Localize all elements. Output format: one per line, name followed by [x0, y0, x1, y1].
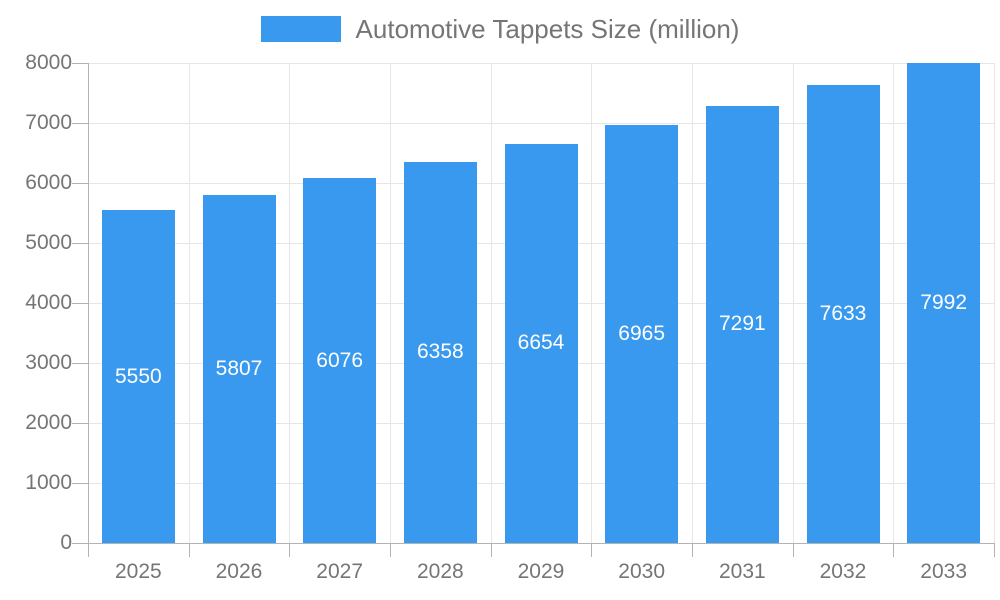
bar[interactable]: [202, 194, 276, 543]
x-axis-label: 2028: [416, 560, 464, 583]
y-axis-label: 0: [60, 531, 72, 554]
y-axis-tick: [72, 243, 88, 244]
x-axis-tick: [390, 543, 391, 557]
x-axis-label: 2030: [618, 560, 666, 583]
v-gridline: [994, 63, 995, 543]
y-axis-label: 7000: [25, 111, 72, 134]
legend-swatch-icon: [260, 16, 341, 42]
y-axis-tick: [72, 123, 88, 124]
x-axis-label: 2032: [819, 560, 867, 583]
bar[interactable]: [101, 210, 175, 543]
y-axis-tick: [72, 63, 88, 64]
x-axis-tick: [490, 543, 492, 557]
legend-label: Automotive Tappets Size (million): [355, 13, 740, 44]
x-axis-label: 2026: [215, 560, 263, 583]
v-gridline: [188, 63, 190, 543]
y-axis-label: 4000: [25, 291, 72, 314]
legend[interactable]: Automotive Tappets Size (million): [0, 12, 1000, 46]
bar[interactable]: [605, 125, 679, 543]
x-axis-label: 2031: [718, 560, 766, 583]
x-axis-tick: [893, 543, 895, 557]
y-axis-tick: [72, 423, 88, 424]
x-axis-line: [88, 543, 994, 544]
x-axis-label: 2027: [316, 560, 364, 583]
x-axis-tick: [792, 543, 794, 557]
y-axis-tick: [72, 183, 88, 184]
y-axis-label: 1000: [25, 471, 72, 494]
v-gridline: [893, 63, 895, 543]
bar[interactable]: [806, 85, 880, 543]
v-gridline: [591, 63, 593, 543]
v-gridline: [490, 63, 492, 543]
y-axis-tick: [72, 303, 88, 304]
y-axis-line: [88, 63, 89, 557]
x-axis-tick: [188, 543, 190, 557]
bar[interactable]: [303, 178, 377, 543]
h-gridline: [88, 63, 994, 64]
v-gridline: [390, 63, 391, 543]
v-gridline: [692, 63, 693, 543]
y-axis-label: 8000: [25, 51, 72, 74]
plot-area: 5550 5807 6076 6358 6654 6965 7291 7633 7992: [88, 63, 995, 543]
x-axis-label: 2033: [920, 560, 968, 583]
y-axis-label: 5000: [25, 231, 72, 254]
bar[interactable]: [504, 143, 578, 543]
x-axis-tick: [692, 543, 693, 557]
bar[interactable]: [705, 105, 779, 543]
bar[interactable]: [403, 161, 477, 543]
x-axis-label: 2025: [114, 560, 162, 583]
x-axis-tick: [591, 543, 593, 557]
v-gridline: [289, 63, 291, 543]
x-axis-tick: [289, 543, 291, 557]
y-axis-label: 2000: [25, 411, 72, 434]
x-axis-label: 2029: [517, 560, 565, 583]
y-axis-tick: [72, 483, 88, 484]
bar[interactable]: [907, 63, 981, 543]
y-axis-label: 3000: [25, 351, 72, 374]
y-axis-label: 6000: [25, 171, 72, 194]
y-axis-tick: [72, 543, 88, 544]
h-gridline: [88, 123, 994, 124]
x-axis-tick: [994, 543, 995, 557]
y-axis-tick: [72, 363, 88, 364]
v-gridline: [792, 63, 794, 543]
